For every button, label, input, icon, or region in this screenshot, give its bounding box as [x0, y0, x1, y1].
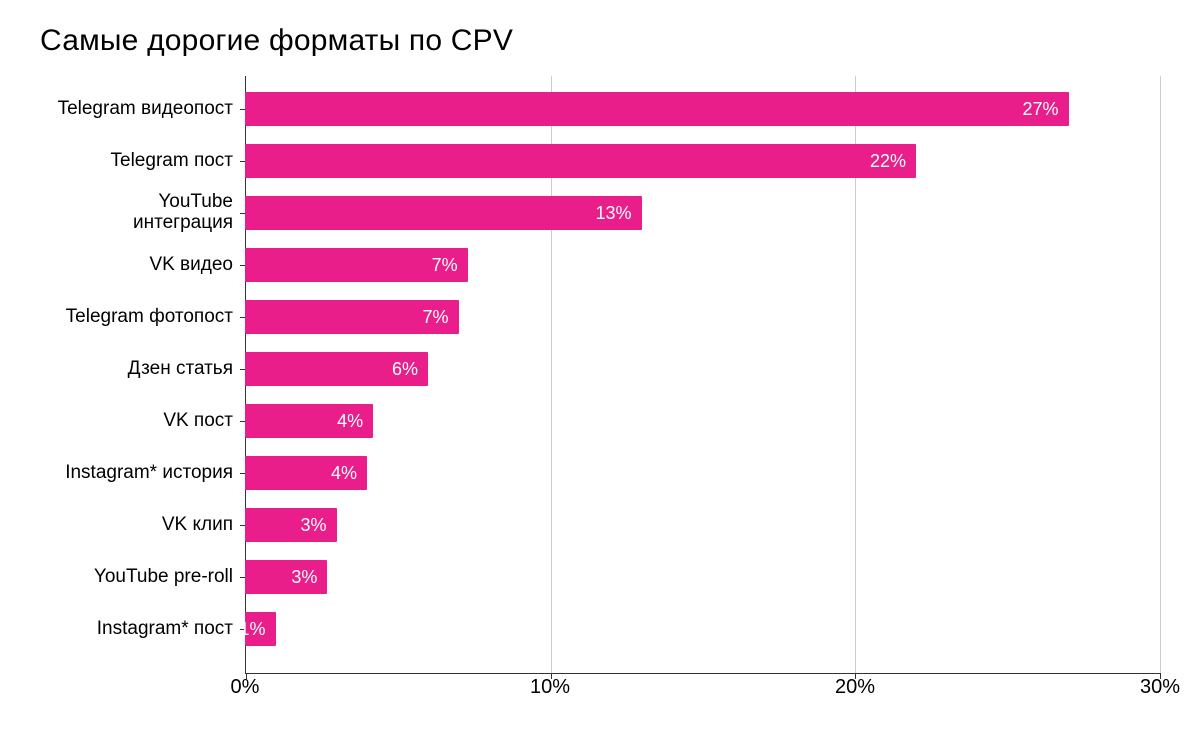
bar: 1%	[245, 612, 276, 646]
category-label: Telegram видеопост	[40, 99, 245, 120]
bar-value-label: 3%	[291, 567, 317, 588]
bar-row: Instagram* пост1%	[40, 612, 1160, 646]
category-label: VK клип	[40, 515, 245, 536]
gridline	[1160, 76, 1161, 673]
bar-value-label: 1%	[239, 619, 265, 640]
bar-track: 3%	[245, 560, 1160, 594]
bar: 4%	[245, 456, 367, 490]
category-label: Instagram* история	[40, 463, 245, 484]
x-tick-label: 30%	[1140, 676, 1180, 699]
category-label: VK пост	[40, 411, 245, 432]
chart-title: Самые дорогие форматы по CPV	[40, 24, 1160, 58]
bar-value-label: 22%	[870, 151, 906, 172]
bar: 13%	[245, 196, 642, 230]
bar-value-label: 4%	[331, 463, 357, 484]
bar-row: VK пост 4%	[40, 404, 1160, 438]
x-tick-label: 20%	[835, 676, 875, 699]
bar: 4%	[245, 404, 373, 438]
bar-row: Telegram пост 22%	[40, 144, 1160, 178]
bar-value-label: 4%	[337, 411, 363, 432]
bar-track: 4%	[245, 404, 1160, 438]
bar-track: 7%	[245, 300, 1160, 334]
bar: 7%	[245, 300, 459, 334]
category-label: Telegram пост	[40, 151, 245, 172]
bar-track: 27%	[245, 92, 1160, 126]
bar: 6%	[245, 352, 428, 386]
bar-track: 22%	[245, 144, 1160, 178]
bar-row: Telegram фотопост 7%	[40, 300, 1160, 334]
bar-row: YouTube интеграция13%	[40, 196, 1160, 230]
bar-value-label: 7%	[432, 255, 458, 276]
bar-row: Instagram* история 4%	[40, 456, 1160, 490]
x-tick-label: 0%	[231, 676, 260, 699]
chart-container: Самые дорогие форматы по CPV 0% 10% 20% 30%…	[0, 0, 1200, 742]
x-tick-label: 10%	[530, 676, 570, 699]
bar-track: 7%	[245, 248, 1160, 282]
bar: 7%	[245, 248, 468, 282]
bar-track: 1%	[245, 612, 1160, 646]
category-label: Telegram фотопост	[40, 307, 245, 328]
bar-track: 4%	[245, 456, 1160, 490]
bar-row: Дзен статья 6%	[40, 352, 1160, 386]
bar-track: 13%	[245, 196, 1160, 230]
bar: 3%	[245, 508, 337, 542]
category-label: VK видео	[40, 255, 245, 276]
bar-value-label: 27%	[1022, 99, 1058, 120]
bar-row: VK клип 3%	[40, 508, 1160, 542]
bar-track: 6%	[245, 352, 1160, 386]
bar-value-label: 13%	[595, 203, 631, 224]
bar-row: VK видео 7%	[40, 248, 1160, 282]
bar-row: Telegram видеопост 27%	[40, 92, 1160, 126]
plot-area: 0%10%20%30% Telegram видеопост27%Telegra…	[40, 76, 1160, 674]
bar-value-label: 7%	[422, 307, 448, 328]
category-label: YouTube pre-roll	[40, 567, 245, 588]
bar-row: YouTube pre-roll 3%	[40, 560, 1160, 594]
bar-track: 3%	[245, 508, 1160, 542]
bar-value-label: 3%	[300, 515, 326, 536]
bar: 3%	[245, 560, 327, 594]
x-axis: 0%10%20%30%	[245, 676, 1160, 706]
category-label: YouTube интеграция	[40, 192, 245, 234]
bar: 22%	[245, 144, 916, 178]
bar: 27%	[245, 92, 1069, 126]
bar-value-label: 6%	[392, 359, 418, 380]
category-label: Instagram* пост	[40, 619, 245, 640]
category-label: Дзен статья	[40, 359, 245, 380]
